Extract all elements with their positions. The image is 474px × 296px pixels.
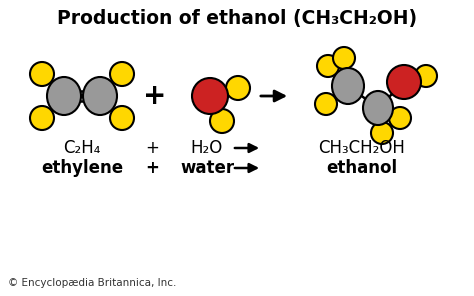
Circle shape — [415, 65, 437, 87]
Text: C₂H₄: C₂H₄ — [64, 139, 100, 157]
Text: Production of ethanol (CH₃CH₂OH): Production of ethanol (CH₃CH₂OH) — [57, 9, 417, 28]
Circle shape — [110, 106, 134, 130]
Text: water: water — [180, 159, 234, 177]
Ellipse shape — [47, 77, 81, 115]
Text: © Encyclopædia Britannica, Inc.: © Encyclopædia Britannica, Inc. — [8, 278, 176, 288]
Circle shape — [30, 62, 54, 86]
Text: +: + — [145, 159, 159, 177]
Circle shape — [371, 122, 393, 144]
Text: ethylene: ethylene — [41, 159, 123, 177]
Circle shape — [210, 109, 234, 133]
Text: H₂O: H₂O — [191, 139, 223, 157]
Circle shape — [333, 47, 355, 69]
Circle shape — [389, 107, 411, 129]
Circle shape — [30, 106, 54, 130]
Circle shape — [192, 78, 228, 114]
Text: +: + — [145, 139, 159, 157]
Text: +: + — [143, 82, 167, 110]
Text: ethanol: ethanol — [327, 159, 398, 177]
Circle shape — [317, 55, 339, 77]
Circle shape — [226, 76, 250, 100]
Ellipse shape — [83, 77, 117, 115]
Circle shape — [110, 62, 134, 86]
Ellipse shape — [332, 68, 364, 104]
Text: CH₃CH₂OH: CH₃CH₂OH — [319, 139, 405, 157]
Circle shape — [387, 65, 421, 99]
Circle shape — [315, 93, 337, 115]
Ellipse shape — [363, 91, 393, 125]
